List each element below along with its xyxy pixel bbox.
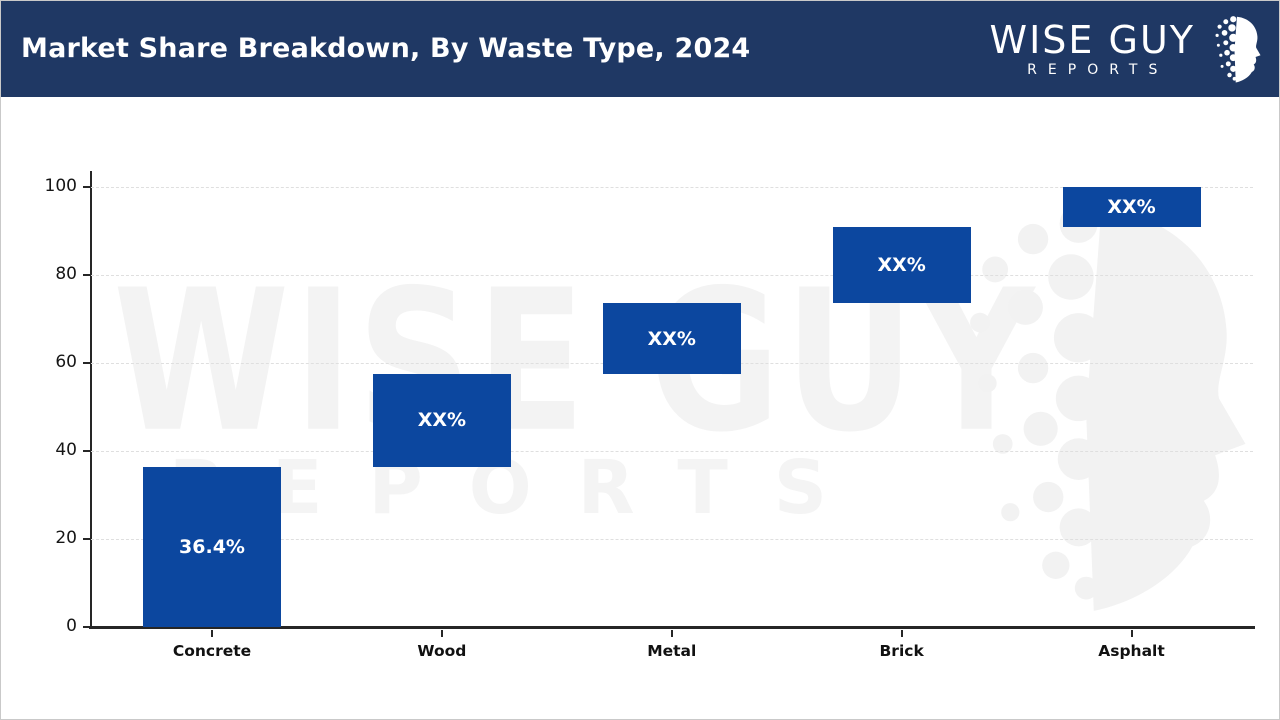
y-tick-mark (83, 538, 91, 540)
y-tick-mark (83, 186, 91, 188)
x-tick-mark (1130, 630, 1133, 637)
bar-value-label: XX% (877, 254, 926, 277)
bar-value-label: XX% (647, 327, 696, 350)
y-axis-tick-label: 60 (55, 352, 77, 372)
bar-asphalt: XX% (1062, 187, 1201, 228)
page-title: Market Share Breakdown, By Waste Type, 2… (21, 33, 751, 64)
gridline-y-80 (91, 275, 1253, 276)
bar-value-label: XX% (417, 409, 467, 432)
logo-wiseguy-label: WISE GUY (989, 18, 1195, 62)
y-tick-mark (83, 274, 91, 276)
gridline-y-40 (91, 451, 1253, 452)
x-axis-label-asphalt: Asphalt (1098, 642, 1165, 660)
wiseguy-logo-head-icon (1215, 16, 1261, 83)
x-tick-mark (900, 630, 903, 637)
x-axis-label-brick: Brick (879, 642, 924, 660)
x-axis-label-metal: Metal (647, 642, 697, 660)
gridline-y-20 (91, 539, 1253, 540)
y-axis-tick-label: 20 (55, 528, 77, 548)
y-axis-tick-label: 40 (55, 440, 77, 460)
y-axis-tick-label: 0 (66, 616, 77, 636)
header-bar: Market Share Breakdown, By Waste Type, 2… (1, 1, 1279, 97)
wiseguy-logo-text: WISE GUY REPORTS (990, 20, 1195, 78)
y-axis-tick-label: 80 (55, 264, 77, 284)
logo-reports-label: REPORTS (1027, 62, 1169, 78)
bar-metal: XX% (602, 303, 741, 374)
bar-value-label: 36.4% (179, 535, 245, 558)
bar-brick: XX% (832, 227, 971, 304)
x-axis-label-wood: Wood (417, 642, 467, 660)
x-tick-mark (211, 630, 213, 637)
y-axis-tick-label: 100 (44, 176, 77, 196)
y-axis-line (90, 171, 92, 628)
wiseguy-logo: WISE GUY REPORTS (990, 9, 1263, 89)
y-tick-mark (83, 450, 91, 452)
y-tick-mark (83, 362, 91, 364)
x-tick-mark (440, 630, 443, 637)
x-axis-label-concrete: Concrete (172, 642, 252, 660)
gridline-y-100 (91, 187, 1253, 188)
bar-value-label: XX% (1107, 196, 1156, 219)
bar-wood: XX% (372, 374, 511, 467)
y-tick-mark (83, 626, 91, 628)
x-axis-line (89, 626, 1255, 629)
x-tick-mark (670, 630, 673, 637)
bar-concrete: 36.4% (143, 466, 281, 627)
